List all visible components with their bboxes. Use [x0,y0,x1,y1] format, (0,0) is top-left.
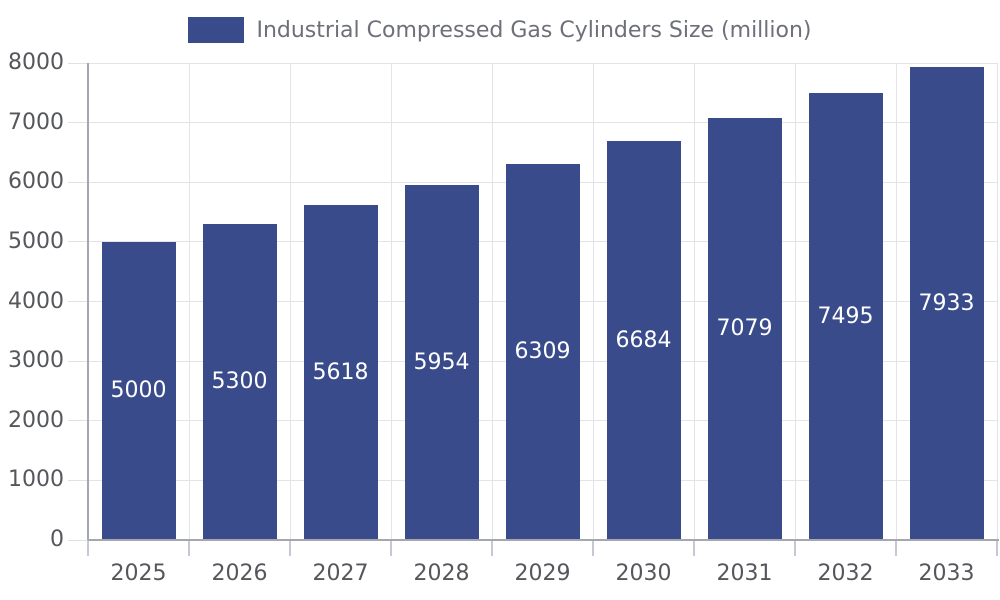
x-tick-label: 2025 [110,561,167,586]
x-tick [87,540,89,556]
bar-value-label: 6309 [514,339,571,365]
bar-value-label: 7079 [716,316,773,342]
y-axis-line [87,63,89,540]
x-tick-label: 2029 [514,561,571,586]
x-tick [491,540,493,556]
x-tick-label: 2033 [918,561,975,586]
y-tick-label: 8000 [8,50,64,75]
y-tick [68,360,88,362]
y-tick-label: 4000 [8,288,64,314]
gridline-v [693,63,695,540]
gridline-v [491,63,493,540]
gridline-h [88,122,997,124]
x-tick [996,540,998,556]
y-tick-label: 5000 [8,228,64,254]
bar: 6309 [505,163,580,540]
bar-value-label: 5300 [211,369,268,395]
x-tick-label: 2031 [716,561,773,586]
x-axis-line [88,539,999,541]
bar: 7079 [707,117,782,540]
bar-value-label: 6684 [615,328,672,354]
y-tick-label: 0 [50,527,64,552]
y-tick [68,479,88,481]
gridline-v [794,63,796,540]
bar: 5618 [303,205,378,540]
y-tick [68,62,88,64]
bar: 7933 [909,66,984,540]
gridline-v [996,63,998,540]
y-tick-label: 1000 [8,467,64,493]
x-tick-label: 2026 [211,561,268,586]
gridline-v [895,63,897,540]
y-tick [68,241,88,243]
y-tick [68,539,88,541]
bar: 7495 [808,93,883,540]
legend-item[interactable]: Industrial Compressed Gas Cylinders Size… [0,17,1000,43]
x-tick [895,540,897,556]
gridline-v [592,63,594,540]
gridline-v [188,63,190,540]
y-tick-label: 2000 [8,407,64,433]
legend-label: Industrial Compressed Gas Cylinders Size… [256,17,812,43]
bar-value-label: 5618 [312,360,369,385]
x-tick [794,540,796,556]
x-tick [188,540,190,556]
bar: 5300 [202,223,277,540]
gridline-h [88,62,997,64]
bar-value-label: 5000 [110,378,167,404]
y-tick [68,181,88,183]
x-tick [390,540,392,556]
gridline-v [289,63,291,540]
x-tick [289,540,291,556]
x-tick-label: 2027 [312,561,369,586]
x-tick-label: 2030 [615,561,672,586]
y-tick [68,301,88,302]
bar: 6684 [606,141,681,540]
bar-value-label: 7495 [817,304,874,330]
bar: 5000 [101,241,176,540]
y-tick-label: 6000 [8,169,64,195]
y-tick-label: 7000 [8,109,64,135]
y-tick [68,420,88,422]
gridline-v [390,63,392,540]
x-tick-label: 2032 [817,561,874,586]
bar-value-label: 7933 [918,290,975,316]
legend-swatch [188,17,245,43]
y-tick [68,122,88,124]
y-tick-label: 3000 [8,348,64,374]
bar: 5954 [404,184,479,540]
x-tick-label: 2028 [413,561,470,586]
bar-value-label: 5954 [413,349,470,375]
x-tick [592,540,594,556]
x-tick [693,540,695,556]
